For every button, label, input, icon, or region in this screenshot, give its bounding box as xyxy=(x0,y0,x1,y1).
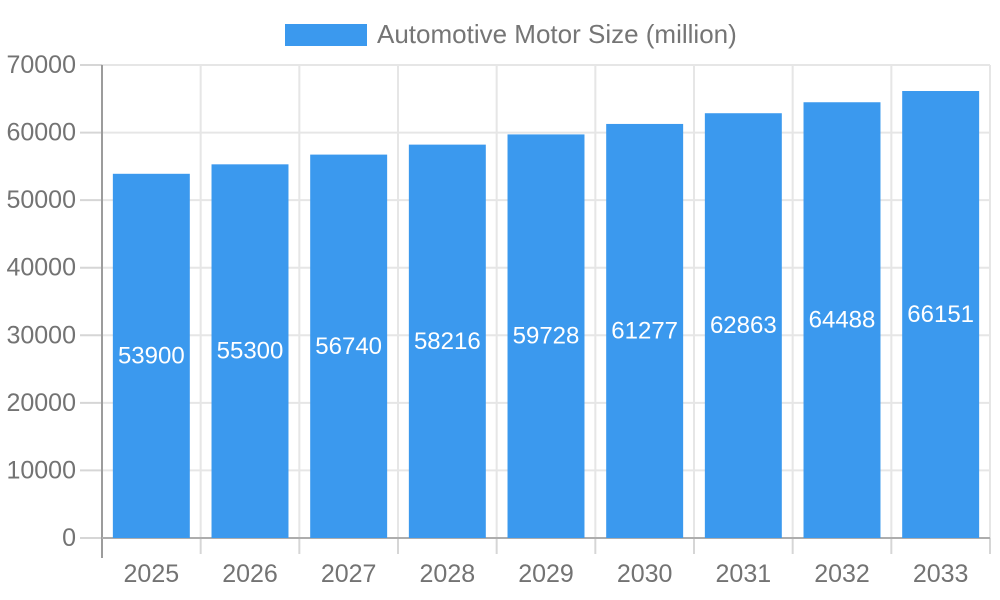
x-axis-tick-label: 2027 xyxy=(321,560,377,588)
bar[interactable] xyxy=(902,91,980,538)
bar-value-label: 53900 xyxy=(118,342,185,369)
x-axis-tick-label: 2030 xyxy=(617,560,673,588)
legend-swatch-icon xyxy=(285,23,367,46)
bar-value-label: 61277 xyxy=(611,317,678,344)
bar[interactable] xyxy=(310,154,388,538)
y-axis-tick-label: 10000 xyxy=(6,456,76,484)
x-axis-tick-label: 2032 xyxy=(814,560,870,588)
x-axis-tick-label: 2031 xyxy=(716,560,772,588)
bar-value-label: 56740 xyxy=(315,333,382,360)
y-axis-tick-label: 50000 xyxy=(6,186,76,214)
bar-value-label: 58216 xyxy=(414,328,481,355)
bar[interactable] xyxy=(211,164,289,538)
x-axis-tick-label: 2033 xyxy=(913,560,969,588)
bar[interactable] xyxy=(704,113,782,538)
bar-value-label: 64488 xyxy=(809,307,876,334)
bar[interactable] xyxy=(606,123,684,538)
bar-value-label: 59728 xyxy=(513,323,580,350)
legend-item[interactable]: Automotive Motor Size (million) xyxy=(285,19,737,50)
x-axis-tick-label: 2025 xyxy=(124,560,180,588)
bar[interactable] xyxy=(507,134,585,539)
y-axis-tick-label: 0 xyxy=(62,524,76,552)
bar[interactable] xyxy=(112,173,190,539)
y-axis-tick-label: 30000 xyxy=(6,321,76,349)
x-axis-tick-label: 2028 xyxy=(420,560,476,588)
legend-label: Automotive Motor Size (million) xyxy=(377,19,737,49)
bar[interactable] xyxy=(803,102,881,539)
y-axis-tick-label: 20000 xyxy=(6,389,76,417)
bar[interactable] xyxy=(408,144,486,539)
bar-value-label: 55300 xyxy=(217,338,284,365)
bar-value-label: 66151 xyxy=(907,301,974,328)
y-axis-tick-label: 60000 xyxy=(6,119,76,147)
x-axis-tick-label: 2026 xyxy=(222,560,278,588)
y-axis-tick-label: 40000 xyxy=(6,254,76,282)
x-axis-tick-label: 2029 xyxy=(518,560,574,588)
bar-value-label: 62863 xyxy=(710,312,777,339)
y-axis-tick-label: 70000 xyxy=(6,51,76,79)
